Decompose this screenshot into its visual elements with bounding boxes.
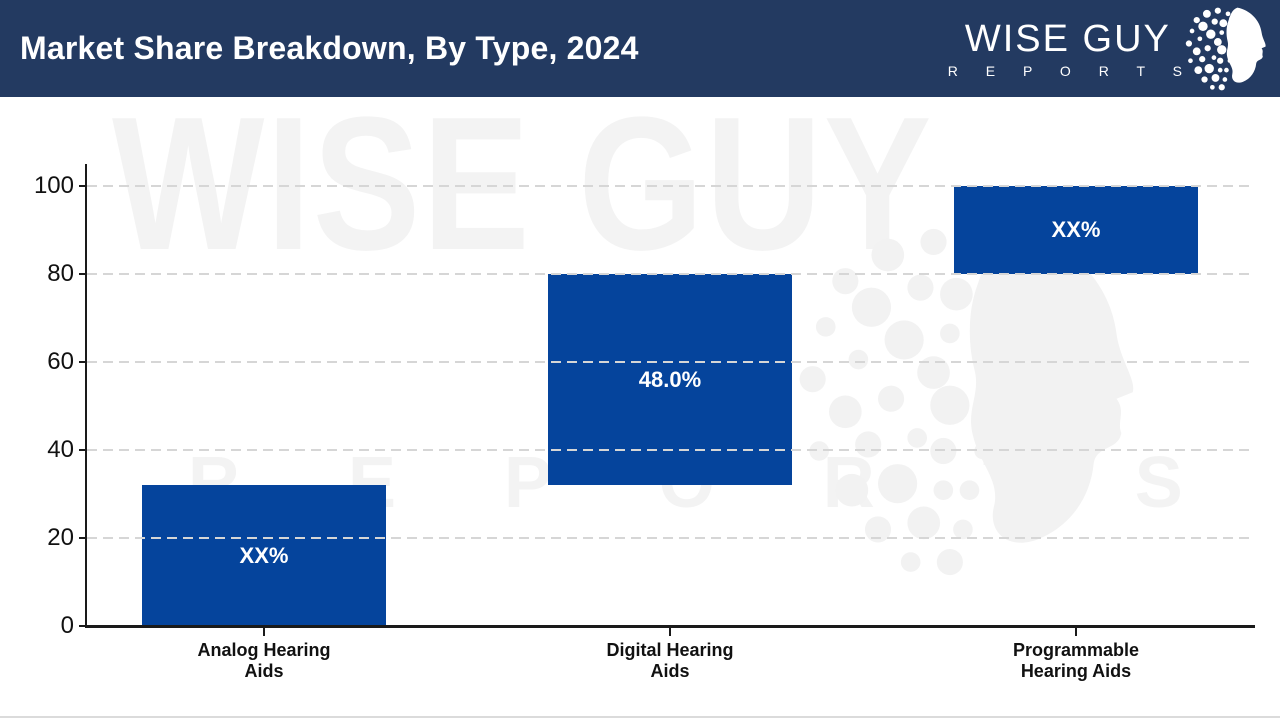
bar-value-label: 48.0% xyxy=(638,366,702,392)
chart-area: WISE GUY R E P O R T S 020406080100XX%An… xyxy=(0,89,1280,720)
y-tick-mark xyxy=(79,185,87,187)
bar-segment: 48.0% xyxy=(548,274,792,486)
y-tick-label: 0 xyxy=(60,612,74,639)
gridline xyxy=(87,449,1255,451)
y-tick-mark xyxy=(79,361,87,363)
y-tick-mark xyxy=(79,449,87,451)
gridline xyxy=(87,361,1255,363)
logo-brand-text: WISE GUY xyxy=(964,17,1171,60)
dotted-head-icon xyxy=(1185,7,1266,91)
bar-value-label: XX% xyxy=(1051,217,1101,242)
gridline xyxy=(87,185,1255,187)
y-tick-mark xyxy=(79,625,87,627)
x-tick-mark xyxy=(263,628,265,636)
bar-segment: XX% xyxy=(954,186,1198,274)
logo-text: WISE GUY R E P O R T S xyxy=(942,20,1194,79)
header-bar: Market Share Breakdown, By Type, 2024 WI… xyxy=(0,0,1280,97)
x-category-label: Analog Hearing Aids xyxy=(197,640,331,681)
y-tick-label: 100 xyxy=(33,172,74,199)
y-tick-mark xyxy=(79,537,87,539)
y-axis-line xyxy=(85,164,87,628)
watermark-brand-text: WISE GUY xyxy=(112,78,934,290)
y-tick-label: 60 xyxy=(47,348,74,375)
chart-title: Market Share Breakdown, By Type, 2024 xyxy=(20,30,639,66)
logo-sub-text: R E P O R T S xyxy=(947,62,1194,79)
x-tick-mark xyxy=(1075,628,1077,636)
x-tick-mark xyxy=(669,628,671,636)
wiseguy-logo: WISE GUY R E P O R T S xyxy=(942,4,1276,94)
bar-value-label: XX% xyxy=(239,542,289,568)
y-tick-mark xyxy=(79,273,87,275)
y-tick-label: 20 xyxy=(47,524,74,551)
gridline xyxy=(87,537,1255,539)
gridline xyxy=(87,273,1255,275)
x-category-label: Programmable Hearing Aids xyxy=(1012,640,1140,681)
x-axis-line xyxy=(85,625,1255,628)
watermark-dotted-head-icon xyxy=(799,228,1134,576)
bar-segment: XX% xyxy=(142,485,386,626)
y-tick-label: 40 xyxy=(47,436,74,463)
x-category-label: Digital Hearing Aids xyxy=(606,640,734,681)
y-tick-label: 80 xyxy=(47,260,74,287)
bottom-border-line xyxy=(0,716,1280,718)
